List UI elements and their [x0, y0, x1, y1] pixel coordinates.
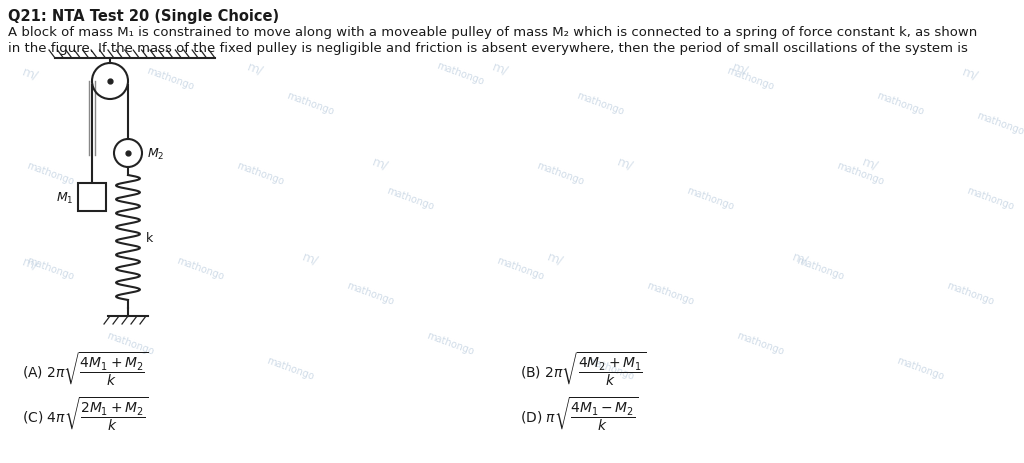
Text: mathongo: mathongo — [495, 255, 545, 282]
Text: mathongo: mathongo — [145, 66, 196, 92]
Text: mathongo: mathongo — [25, 161, 75, 187]
Text: mathongo: mathongo — [835, 161, 885, 187]
Text: (B) $2\pi\sqrt{\dfrac{4M_2+M_1}{k}}$: (B) $2\pi\sqrt{\dfrac{4M_2+M_1}{k}}$ — [520, 350, 646, 387]
Text: mathongo: mathongo — [425, 330, 475, 357]
Text: m/: m/ — [370, 155, 390, 173]
Text: mathongo: mathongo — [265, 355, 315, 382]
Text: mathongo: mathongo — [285, 91, 335, 117]
Text: mathongo: mathongo — [104, 330, 155, 357]
Text: m/: m/ — [961, 65, 980, 83]
Text: mathongo: mathongo — [874, 91, 925, 117]
Text: m/: m/ — [730, 60, 750, 78]
Text: m/: m/ — [490, 60, 510, 78]
Text: Q21: NTA Test 20 (Single Choice): Q21: NTA Test 20 (Single Choice) — [8, 9, 280, 24]
Text: k: k — [146, 232, 154, 244]
Text: $M_2$: $M_2$ — [147, 146, 165, 161]
Text: mathongo: mathongo — [585, 355, 635, 382]
Text: mathongo: mathongo — [685, 185, 735, 212]
Text: (D) $\pi\sqrt{\dfrac{4M_1-M_2}{k}}$: (D) $\pi\sqrt{\dfrac{4M_1-M_2}{k}}$ — [520, 394, 639, 432]
Text: in the figure. If the mass of the fixed pulley is negligible and friction is abs: in the figure. If the mass of the fixed … — [8, 42, 968, 55]
Text: m/: m/ — [615, 155, 635, 173]
Text: mathongo: mathongo — [234, 161, 285, 187]
Text: m/: m/ — [20, 65, 40, 83]
Text: m/: m/ — [791, 250, 810, 267]
Text: mathongo: mathongo — [25, 255, 75, 282]
Text: mathongo: mathongo — [645, 280, 695, 307]
Text: mathongo: mathongo — [345, 280, 395, 307]
Text: mathongo: mathongo — [535, 161, 585, 187]
Text: mathongo: mathongo — [385, 185, 435, 212]
Text: mathongo: mathongo — [574, 91, 625, 117]
Text: m/: m/ — [545, 250, 565, 267]
Text: mathongo: mathongo — [435, 61, 485, 87]
Bar — [78, 184, 106, 212]
Text: mathongo: mathongo — [975, 111, 1024, 137]
Text: m/: m/ — [245, 60, 265, 78]
Text: $M_1$: $M_1$ — [56, 190, 74, 205]
Text: mathongo: mathongo — [945, 280, 995, 307]
Text: mathongo: mathongo — [895, 355, 945, 382]
Text: mathongo: mathongo — [795, 255, 845, 282]
Text: mathongo: mathongo — [965, 185, 1015, 212]
Text: mathongo: mathongo — [175, 255, 225, 282]
Text: (C) $4\pi\sqrt{\dfrac{2M_1+M_2}{k}}$: (C) $4\pi\sqrt{\dfrac{2M_1+M_2}{k}}$ — [22, 394, 148, 432]
Text: mathongo: mathongo — [725, 66, 775, 92]
Text: (A) $2\pi\sqrt{\dfrac{4M_1+M_2}{k}}$: (A) $2\pi\sqrt{\dfrac{4M_1+M_2}{k}}$ — [22, 350, 148, 387]
Text: mathongo: mathongo — [735, 330, 785, 357]
Text: A block of mass M₁ is constrained to move along with a moveable pulley of mass M: A block of mass M₁ is constrained to mov… — [8, 26, 977, 39]
Text: m/: m/ — [20, 255, 40, 272]
Text: m/: m/ — [300, 250, 319, 267]
Text: m/: m/ — [860, 155, 880, 173]
